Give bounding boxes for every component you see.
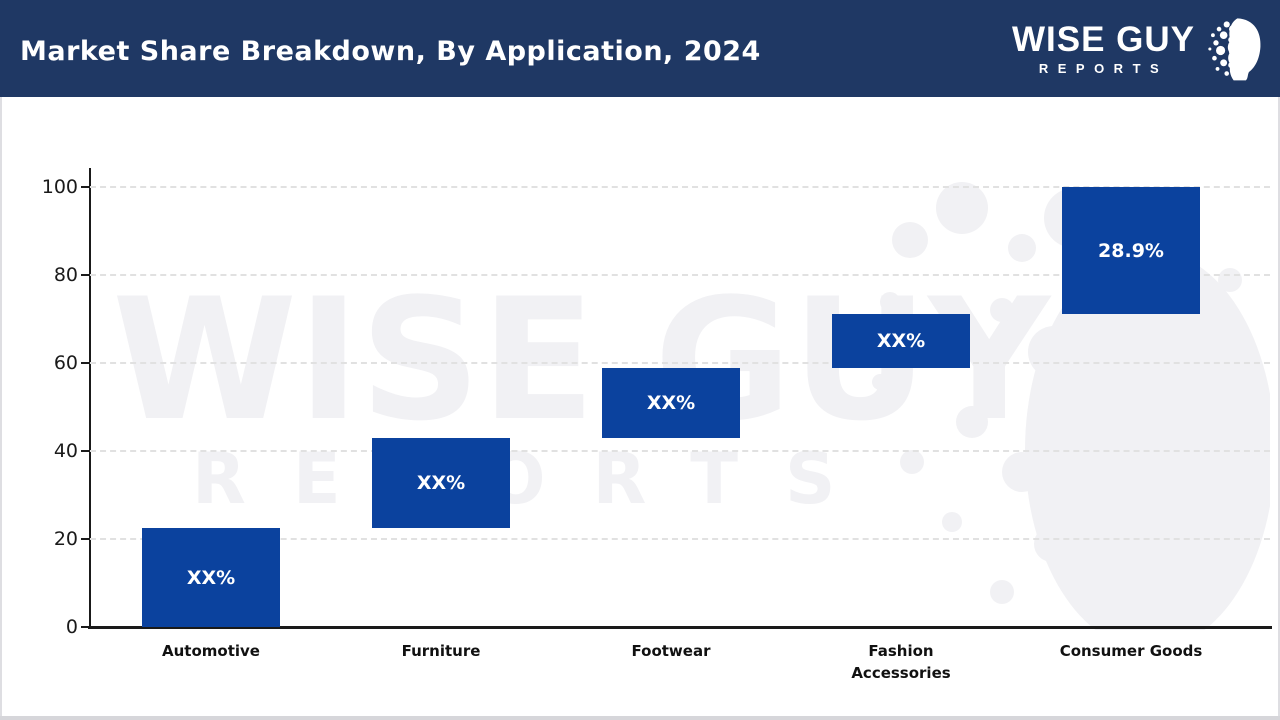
bar-footwear: XX% [602,367,740,438]
y-tick-mark [81,626,90,628]
y-tick-mark [81,538,90,540]
left-border [0,0,2,720]
category-label: Automotive [162,642,260,660]
page-title: Market Share Breakdown, By Application, … [20,36,761,67]
watermark-head-dots-graphic [872,182,1270,630]
header: Market Share Breakdown, By Application, … [0,0,1280,97]
y-tick-label: 60 [53,352,78,374]
y-tick-mark [81,186,90,188]
y-tick-label: 40 [53,440,78,462]
brand-logo-line1: WISE GUY [1012,20,1196,59]
category-label: Furniture [401,642,481,660]
y-tick-label: 20 [53,528,78,550]
y-tick-mark [81,362,90,364]
brand-logo-line2: REPORTS [1038,61,1169,76]
gridline-100 [90,186,1270,188]
brand-logo-text: WISE GUY REPORTS [1012,20,1196,77]
gridline-60 [90,362,1270,364]
x-axis-line [88,626,1272,629]
gridline-20 [90,538,1270,540]
bottom-border [0,716,1280,720]
right-border [1278,0,1280,720]
plot-area: 0 20 40 60 80 100 XX% Automotive XX% Furniture XX%… [0,97,1280,720]
category-label: Footwear [631,642,711,660]
bar-value-label: XX% [186,566,236,589]
brand-logo: WISE GUY REPORTS [1012,8,1262,90]
category-label: Consumer Goods [1059,642,1203,660]
bar-furniture: XX% [372,437,510,528]
bar-value-label: 28.9% [1098,239,1164,262]
y-tick-label: 100 [41,176,78,198]
category-label: Fashion Accessories [851,642,951,682]
head-profile-dots-icon [1208,18,1261,81]
bar-automotive: XX% [142,528,280,627]
bar-value-label: XX% [646,391,696,414]
y-tick-mark [81,450,90,452]
y-axis-line [89,168,91,628]
bar-value-label: XX% [876,329,926,352]
y-tick-label: 0 [65,616,78,638]
gridline-40 [90,450,1270,452]
bar-value-label: XX% [416,471,466,494]
bar-consumer-goods: 28.9% [1062,187,1200,315]
gridline-80 [90,274,1270,276]
y-tick-mark [81,274,90,276]
y-tick-label: 80 [53,264,78,286]
bar-fashion-accessories: XX% [832,314,970,368]
